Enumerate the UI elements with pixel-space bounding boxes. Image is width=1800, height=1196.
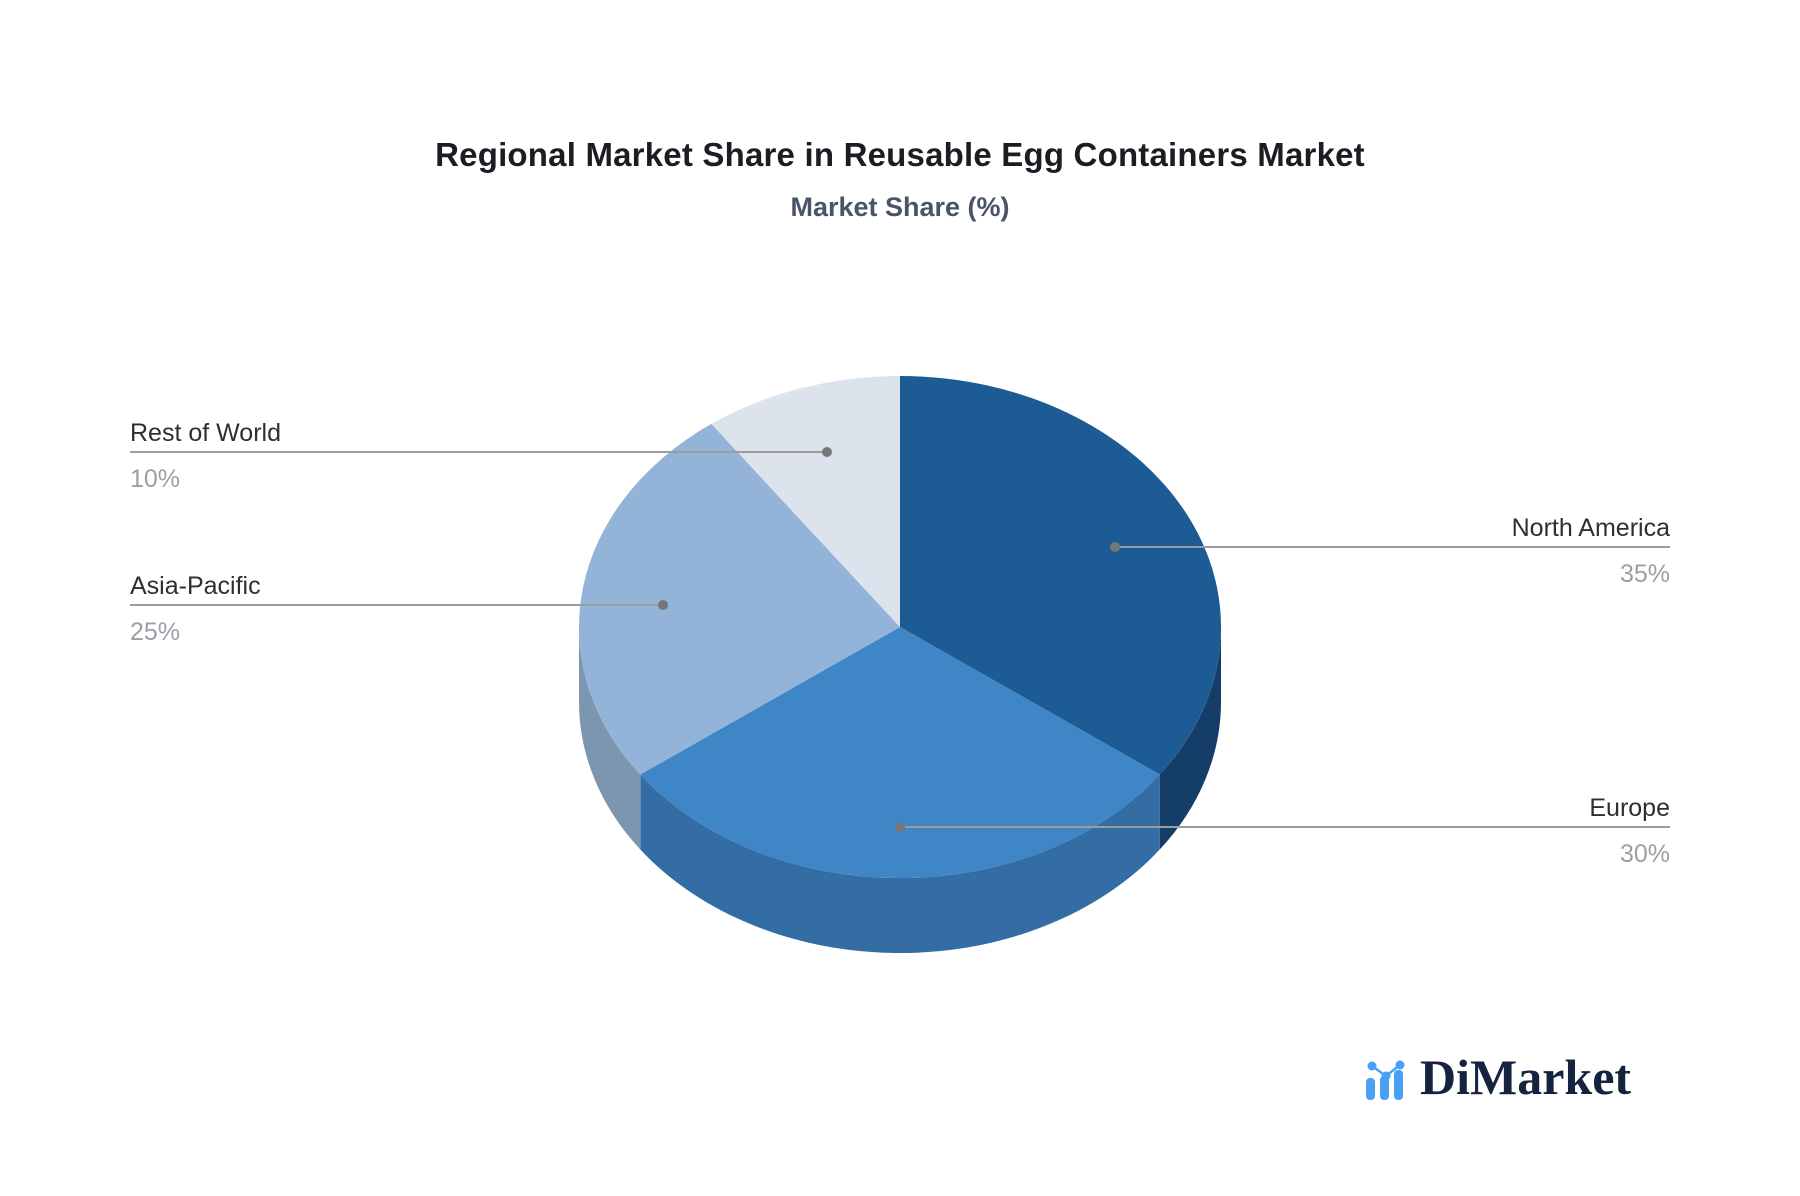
pie-slice-side-asia-pacific [579,627,641,850]
leader-dot-north-america [1110,542,1120,552]
pie-slice-north-america[interactable] [900,376,1222,775]
logo-bar-2 [1380,1076,1389,1100]
slice-value-north-america: 35% [1619,560,1670,588]
leader-dot-rest-of-world [822,447,832,457]
pie-slice-europe[interactable] [640,627,1160,879]
slice-value-rest-of-world: 10% [130,465,181,493]
pie-slice-asia-pacific[interactable] [578,423,900,775]
dimarket-logo-text: DiMarket [1420,1049,1632,1105]
pie-slice-side-europe [640,774,1160,954]
slice-value-asia-pacific: 25% [130,618,181,646]
chart-subtitle: Market Share (%) [790,192,1010,222]
slice-label-asia-pacific: Asia-Pacific [130,572,261,600]
slice-label-rest-of-world: Rest of World [130,419,281,447]
slice-label-europe: Europe [1589,794,1670,822]
leader-dot-asia-pacific [658,600,668,610]
logo-bar-1 [1366,1078,1375,1100]
callout-asia-pacific: Asia-Pacific 25% [130,569,261,649]
pie-slice-rest-of-world[interactable] [711,376,900,627]
dimarket-logo-icon [1366,1060,1405,1100]
callout-north-america: North America 35% [1512,511,1670,591]
logo-dot-2 [1381,1071,1391,1081]
chart-title: Regional Market Share in Reusable Egg Co… [435,136,1365,173]
callout-rest-of-world: Rest of World 10% [130,416,281,496]
leader-dot-europe [895,822,905,832]
logo-dot-3 [1395,1060,1405,1070]
dimarket-logo: DiMarket [1362,1040,1652,1104]
logo-dot-1 [1367,1061,1377,1071]
pie-slice-side-north-america [1159,627,1221,850]
logo-bar-3 [1394,1070,1403,1100]
slice-value-europe: 30% [1619,840,1670,868]
slice-label-north-america: North America [1511,514,1670,542]
callout-europe: Europe 30% [1589,791,1670,871]
